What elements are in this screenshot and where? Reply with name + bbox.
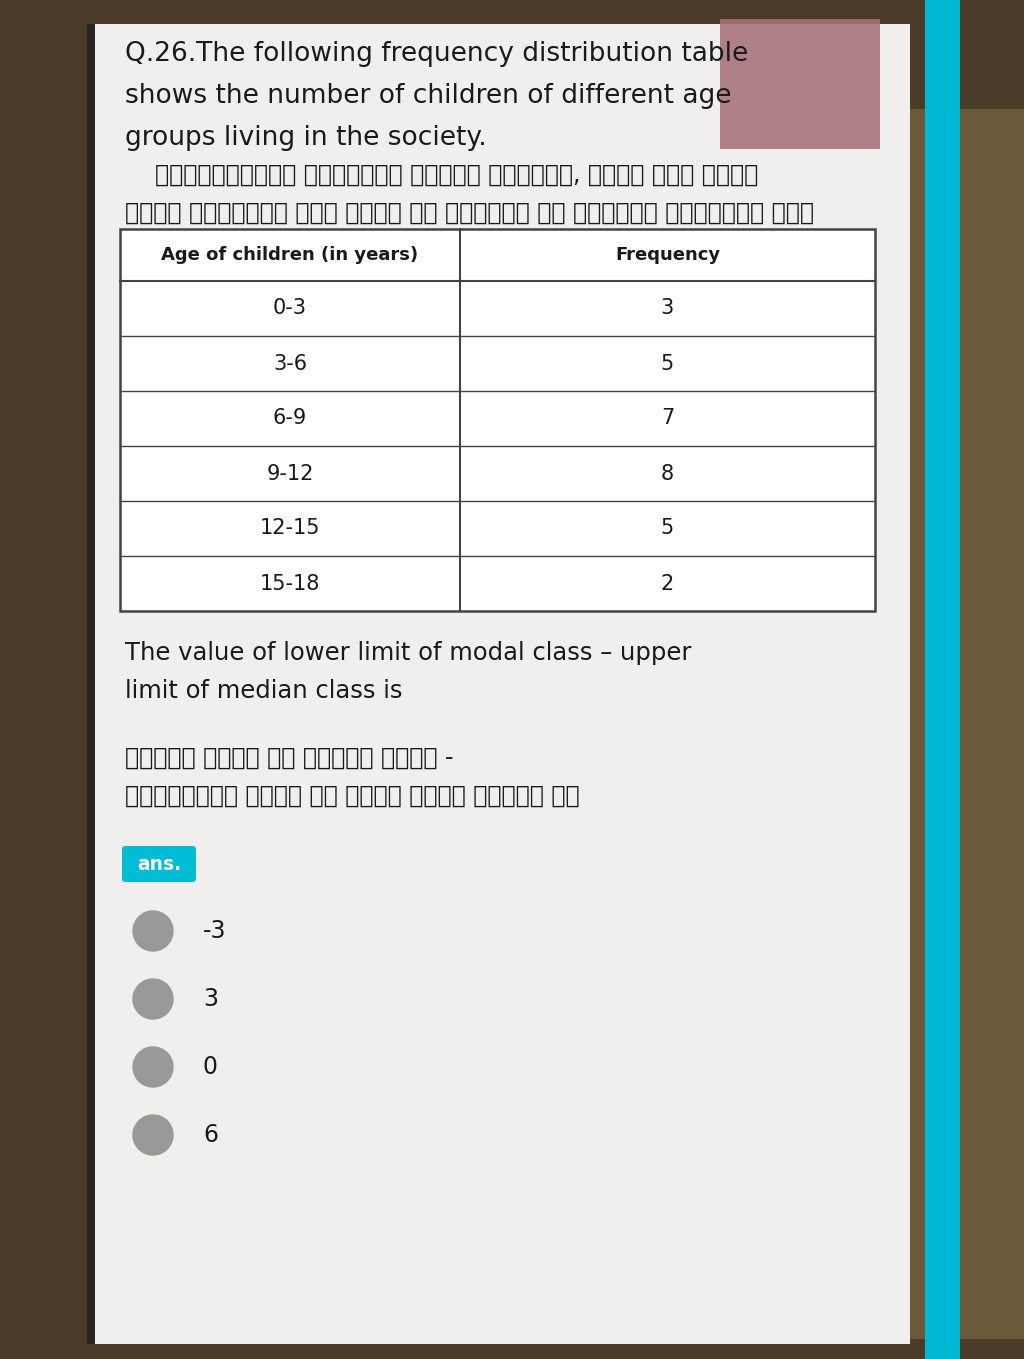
Text: 0: 0 [203,1055,218,1079]
Text: 5: 5 [660,353,674,374]
Bar [87,24,95,1344]
FancyBboxPatch shape [122,847,196,882]
Text: groups living in the society.: groups living in the society. [125,125,486,151]
Text: 6-9: 6-9 [272,409,307,428]
Circle shape [133,978,173,1019]
Bar [720,19,880,149]
Bar [0,1339,1024,1359]
Text: 5: 5 [660,519,674,538]
Text: 2: 2 [660,573,674,594]
Text: ans.: ans. [137,855,181,874]
Text: 8: 8 [660,463,674,484]
Text: Q.26.The following frequency distribution table: Q.26.The following frequency distributio… [125,41,749,67]
Bar [0,0,1024,109]
Text: 3-6: 3-6 [273,353,307,374]
Bar [910,0,1024,1359]
Text: माध्यिका वर्ग की ऊपरी सीमा कामान है: माध्यिका वर्ग की ऊपरी सीमा कामान है [125,784,580,809]
Text: निम्नलिखित आवृत्ति वितरण तालिका, समाज में रहने: निम्नलिखित आवृत्ति वितरण तालिका, समाज मे… [155,163,758,188]
Text: Frequency: Frequency [615,246,720,264]
Bar [925,0,961,1359]
Text: 6: 6 [203,1123,218,1147]
Text: 3: 3 [660,299,674,318]
Text: वाले विभिन्न आयु वर्ग के बच्चों की संख्या दर्शाती हैः: वाले विभिन्न आयु वर्ग के बच्चों की संख्य… [125,201,814,226]
Text: बहुलक वर्ग की निचली सीमा -: बहुलक वर्ग की निचली सीमा - [125,746,454,771]
Text: 15-18: 15-18 [260,573,321,594]
Bar [120,230,874,612]
Bar [95,24,910,1344]
Circle shape [133,911,173,951]
Bar [0,0,95,1359]
Text: limit of median class is: limit of median class is [125,680,402,703]
Circle shape [133,1046,173,1087]
Text: 9-12: 9-12 [266,463,313,484]
Bar [720,19,880,149]
Text: Age of children (in years): Age of children (in years) [162,246,419,264]
Text: 0-3: 0-3 [273,299,307,318]
Text: shows the number of children of different age: shows the number of children of differen… [125,83,731,109]
Text: 12-15: 12-15 [260,519,321,538]
Text: -3: -3 [203,919,226,943]
Text: 3: 3 [203,987,218,1011]
Text: 7: 7 [660,409,674,428]
Text: The value of lower limit of modal class – upper: The value of lower limit of modal class … [125,641,691,665]
Circle shape [133,1114,173,1155]
